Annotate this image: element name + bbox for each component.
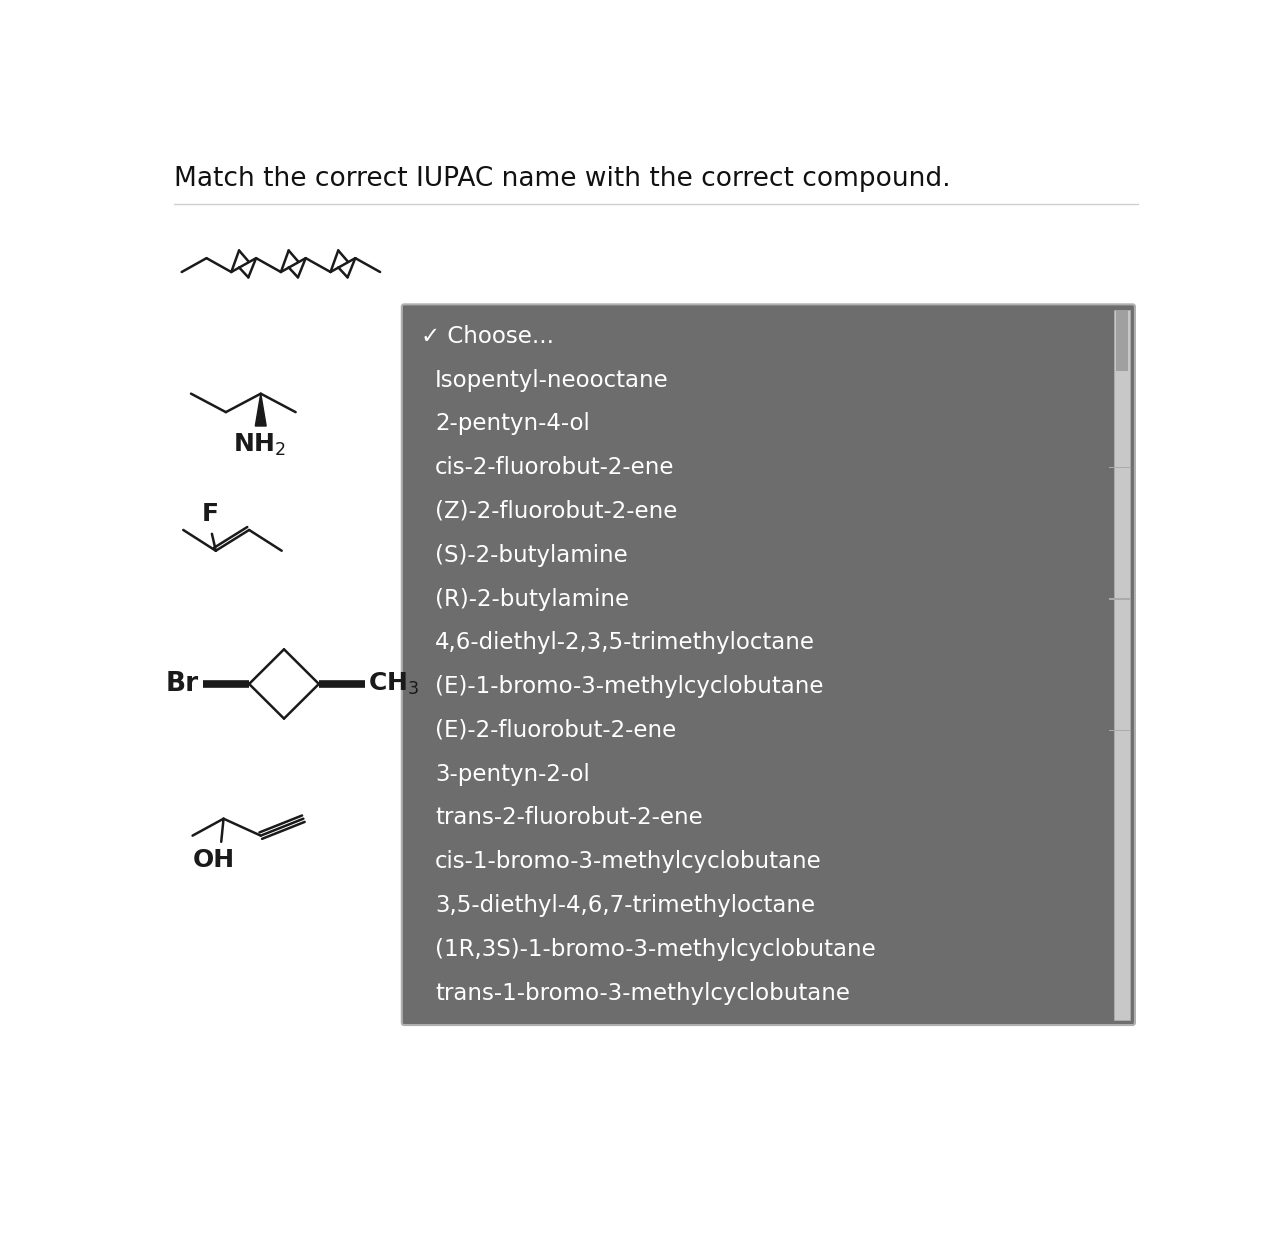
Text: 3,5-diethyl-4,6,7-trimethyloctane: 3,5-diethyl-4,6,7-trimethyloctane <box>435 894 815 918</box>
Text: trans-2-fluorobut-2-ene: trans-2-fluorobut-2-ene <box>435 806 703 830</box>
Text: Br: Br <box>165 671 198 697</box>
Text: (E)-2-fluorobut-2-ene: (E)-2-fluorobut-2-ene <box>435 719 676 742</box>
Text: (R)-2-butylamine: (R)-2-butylamine <box>435 588 630 610</box>
Bar <box>1110 729 1129 732</box>
Text: Match the correct IUPAC name with the correct compound.: Match the correct IUPAC name with the co… <box>174 166 951 192</box>
Text: ✓ Choose...: ✓ Choose... <box>421 325 554 347</box>
Text: 4,6-diethyl-2,3,5-trimethyloctane: 4,6-diethyl-2,3,5-trimethyloctane <box>435 631 815 655</box>
Bar <box>1116 310 1128 371</box>
Text: 2-pentyn-4-ol: 2-pentyn-4-ol <box>435 413 590 435</box>
Text: (Z)-2-fluorobut-2-ene: (Z)-2-fluorobut-2-ene <box>435 500 677 523</box>
Bar <box>1114 310 1129 1019</box>
Text: (E)-1-bromo-3-methylcyclobutane: (E)-1-bromo-3-methylcyclobutane <box>435 675 823 698</box>
Text: (S)-2-butylamine: (S)-2-butylamine <box>435 543 628 567</box>
FancyBboxPatch shape <box>402 304 1135 1025</box>
Bar <box>1110 598 1129 600</box>
Text: 3-pentyn-2-ol: 3-pentyn-2-ol <box>435 763 590 786</box>
Text: CH$_3$: CH$_3$ <box>369 671 420 697</box>
Text: trans-1-bromo-3-methylcyclobutane: trans-1-bromo-3-methylcyclobutane <box>435 982 850 1004</box>
Polygon shape <box>255 393 266 427</box>
Text: Isopentyl-neooctane: Isopentyl-neooctane <box>435 368 669 392</box>
Text: cis-2-fluorobut-2-ene: cis-2-fluorobut-2-ene <box>435 456 675 479</box>
Bar <box>1110 466 1129 469</box>
Text: NH$_2$: NH$_2$ <box>233 433 285 459</box>
Text: F: F <box>202 502 219 526</box>
Text: cis-1-bromo-3-methylcyclobutane: cis-1-bromo-3-methylcyclobutane <box>435 851 822 873</box>
Text: (1R,3S)-1-bromo-3-methylcyclobutane: (1R,3S)-1-bromo-3-methylcyclobutane <box>435 937 876 961</box>
Text: OH: OH <box>193 848 236 872</box>
